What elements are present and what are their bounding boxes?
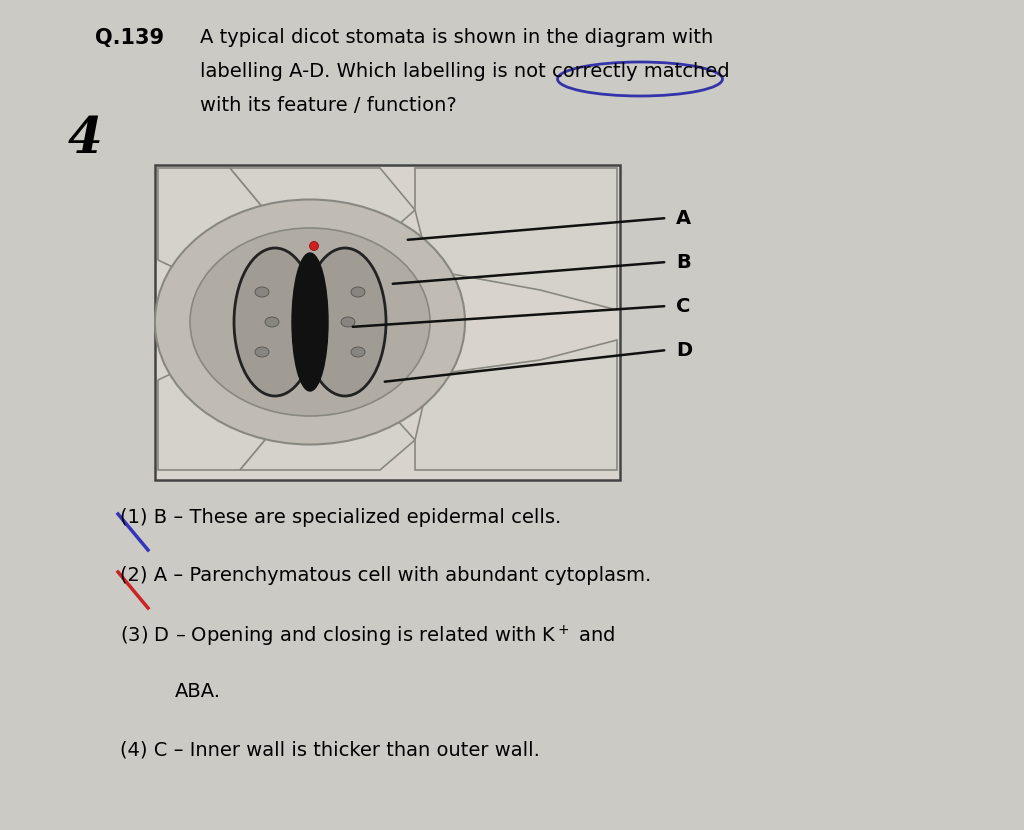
Text: D: D [676, 340, 692, 359]
Text: A typical dicot stomata is shown in the diagram with: A typical dicot stomata is shown in the … [200, 28, 714, 47]
Ellipse shape [255, 347, 269, 357]
Text: (1) B – These are specialized epidermal cells.: (1) B – These are specialized epidermal … [120, 508, 561, 527]
Text: (3) D – Opening and closing is related with K$^+$ and: (3) D – Opening and closing is related w… [120, 624, 615, 649]
Polygon shape [240, 385, 415, 470]
Text: ABA.: ABA. [175, 682, 221, 701]
Polygon shape [415, 168, 617, 310]
Text: A: A [676, 208, 691, 227]
Ellipse shape [304, 248, 386, 396]
Ellipse shape [292, 253, 328, 391]
Text: (4) C – Inner wall is thicker than outer wall.: (4) C – Inner wall is thicker than outer… [120, 740, 540, 759]
Ellipse shape [265, 317, 279, 327]
Ellipse shape [234, 248, 316, 396]
Text: B: B [676, 252, 691, 271]
Polygon shape [230, 168, 415, 255]
Ellipse shape [155, 199, 465, 445]
Text: (2) A – Parenchymatous cell with abundant cytoplasm.: (2) A – Parenchymatous cell with abundan… [120, 566, 651, 585]
Ellipse shape [351, 287, 365, 297]
Text: labelling A-D. Which labelling is not correctly matched: labelling A-D. Which labelling is not co… [200, 62, 730, 81]
Bar [155, 165, 620, 480]
Polygon shape [158, 360, 265, 470]
Ellipse shape [255, 287, 269, 297]
Text: with its feature / function?: with its feature / function? [200, 96, 457, 115]
Ellipse shape [351, 347, 365, 357]
Text: Q.139: Q.139 [95, 28, 164, 48]
Polygon shape [158, 168, 265, 280]
Ellipse shape [341, 317, 355, 327]
Text: C: C [676, 296, 690, 315]
Ellipse shape [309, 242, 318, 251]
Polygon shape [415, 340, 617, 470]
Text: 4: 4 [68, 115, 102, 164]
Ellipse shape [190, 228, 430, 416]
